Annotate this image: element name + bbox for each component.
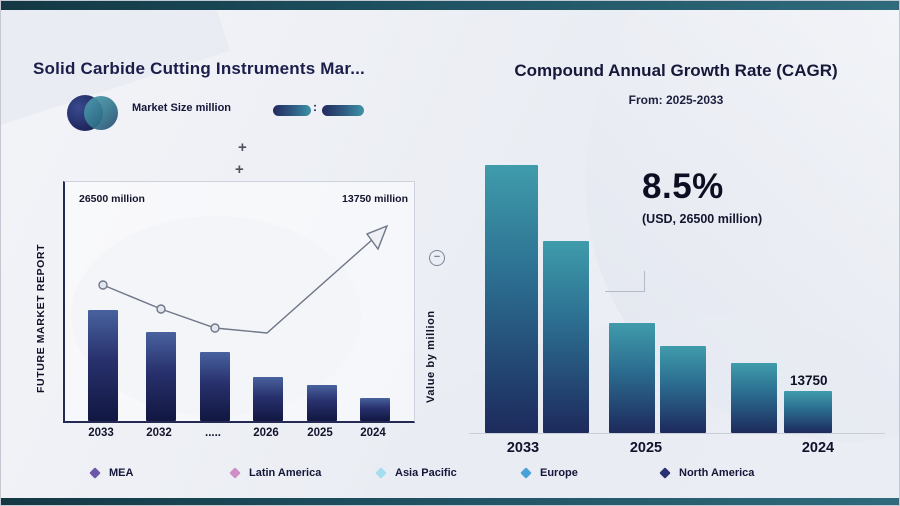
x-label-2025: 2025 — [307, 427, 333, 439]
legend-item-north-america: North America — [659, 467, 755, 479]
cagr-axis-line — [469, 433, 885, 434]
bar-2026 — [253, 376, 283, 421]
value-axis-label: Value by million — [425, 310, 437, 404]
bar-2033 — [88, 310, 118, 421]
cagr-bar-2025-a — [609, 322, 655, 433]
legend-item-asia-pacific: Asia Pacific — [375, 467, 457, 479]
legend-separator: : — [313, 100, 317, 114]
max-value-label: 26500 million — [79, 193, 145, 205]
x-label-mid: ..... — [205, 427, 221, 439]
left-chart-side-label: FUTURE MARKET REPORT — [35, 243, 47, 393]
legend-item-latin-america: Latin America — [229, 467, 322, 479]
legend-pill-right — [322, 105, 364, 116]
legend-label: Europe — [540, 467, 578, 479]
legend-item-mea: MEA — [89, 467, 134, 479]
market-size-legend-icon — [67, 93, 123, 133]
x-label-2026: 2026 — [253, 427, 279, 439]
arrow-icon — [365, 224, 389, 251]
x-label-2024: 2024 — [360, 427, 386, 439]
market-size-chart: 26500 million 13750 million — [63, 181, 415, 423]
bar-value-label: 13750 — [790, 373, 828, 388]
cagr-bar-2024-b — [784, 391, 832, 433]
left-x-axis-labels: 2033 2032 ..... 2026 2025 2024 — [63, 427, 415, 443]
cagr-bar-2033-b — [543, 240, 589, 433]
bottom-accent-bar — [1, 498, 899, 505]
cagr-title: Compound Annual Growth Rate (CAGR) — [514, 61, 838, 80]
diamond-icon — [375, 467, 387, 479]
diamond-icon — [229, 467, 241, 479]
legend-label: North America — [679, 467, 755, 479]
legend-label: Latin America — [249, 467, 322, 479]
plus-decoration-icon: + — [235, 161, 244, 178]
market-size-legend-label: Market Size million — [132, 102, 232, 114]
sphere-overlay-icon — [84, 96, 118, 130]
x-label-2033: 2033 — [88, 427, 114, 439]
minus-icon: − — [429, 250, 445, 266]
diamond-icon — [89, 467, 101, 479]
cagr-x-label-2024: 2024 — [801, 440, 835, 456]
cagr-x-label-2033: 2033 — [506, 440, 540, 456]
left-chart-title: Solid Carbide Cutting Instruments Mar... — [33, 59, 365, 78]
cagr-bar-2025-b — [660, 346, 706, 433]
cagr-chart — [471, 165, 883, 433]
cagr-bar-2033-a — [485, 165, 538, 433]
legend-label: Asia Pacific — [395, 467, 457, 479]
legend-label: MEA — [109, 467, 134, 479]
cagr-bar-2024-a — [731, 363, 777, 433]
legend-pill-left — [273, 105, 311, 116]
diamond-icon — [520, 467, 532, 479]
plus-decoration-icon: + — [238, 139, 247, 156]
top-accent-bar — [1, 1, 899, 10]
end-value-label: 13750 million — [342, 193, 408, 205]
bar-2032 — [146, 332, 176, 421]
legend-item-europe: Europe — [520, 467, 578, 479]
x-label-2032: 2032 — [146, 427, 172, 439]
cagr-x-label-2025: 2025 — [629, 440, 663, 456]
diamond-icon — [659, 467, 671, 479]
cagr-subtitle: From: 2025-2033 — [628, 93, 724, 107]
bar-mid — [200, 351, 230, 421]
bar-2025 — [307, 385, 337, 421]
bar-2024 — [360, 398, 390, 421]
